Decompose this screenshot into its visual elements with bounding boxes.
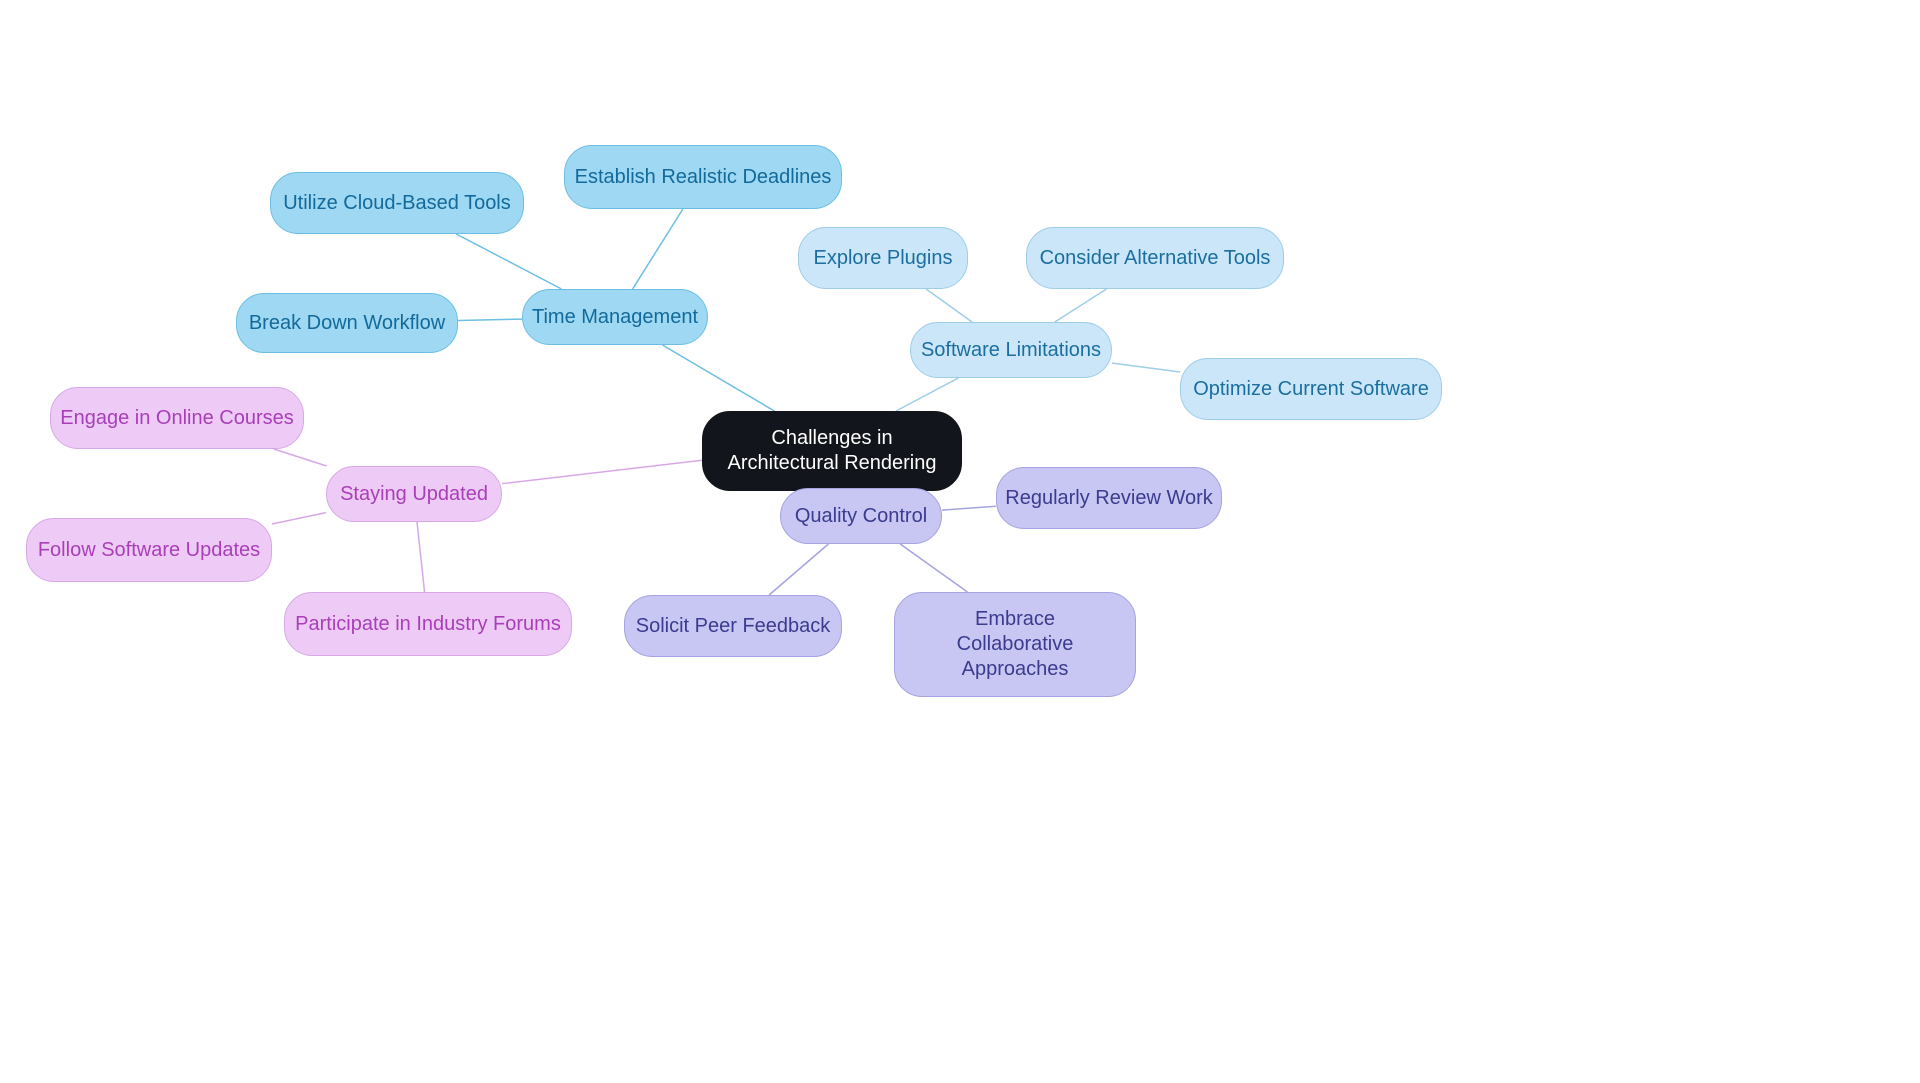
leaf-node-updated-2: Participate in Industry Forums: [284, 592, 572, 656]
edge: [633, 209, 683, 289]
leaf-node-quality-0: Regularly Review Work: [996, 467, 1222, 529]
edge: [456, 234, 561, 289]
edge: [458, 319, 522, 320]
leaf-node-software-1: Consider Alternative Tools: [1026, 227, 1284, 289]
leaf-node-quality-2: Solicit Peer Feedback: [624, 595, 842, 657]
edge: [769, 544, 828, 595]
leaf-node-time-1: Utilize Cloud-Based Tools: [270, 172, 524, 234]
edges-layer: [0, 0, 1920, 1083]
center-node: Challenges in Architectural Rendering: [702, 411, 962, 491]
edge: [900, 544, 967, 592]
mindmap-canvas: Challenges in Architectural Rendering Tim…: [0, 0, 1920, 1083]
edge: [272, 513, 326, 524]
leaf-node-time-0: Establish Realistic Deadlines: [564, 145, 842, 209]
leaf-node-software-2: Optimize Current Software: [1180, 358, 1442, 420]
leaf-node-software-0: Explore Plugins: [798, 227, 968, 289]
leaf-node-updated-1: Follow Software Updates: [26, 518, 272, 582]
branch-node-software: Software Limitations: [910, 322, 1112, 378]
edge: [942, 506, 996, 510]
edge: [1055, 289, 1107, 322]
edge: [417, 522, 425, 592]
edge: [896, 378, 958, 411]
leaf-node-updated-0: Engage in Online Courses: [50, 387, 304, 449]
leaf-node-time-2: Break Down Workflow: [236, 293, 458, 353]
leaf-node-quality-1: Embrace Collaborative Approaches: [894, 592, 1136, 697]
edge: [1112, 363, 1180, 372]
branch-node-quality: Quality Control: [780, 488, 942, 544]
branch-node-time: Time Management: [522, 289, 708, 345]
edge: [274, 449, 327, 466]
edge: [502, 460, 702, 483]
edge: [662, 345, 774, 411]
edge: [926, 289, 972, 322]
branch-node-updated: Staying Updated: [326, 466, 502, 522]
